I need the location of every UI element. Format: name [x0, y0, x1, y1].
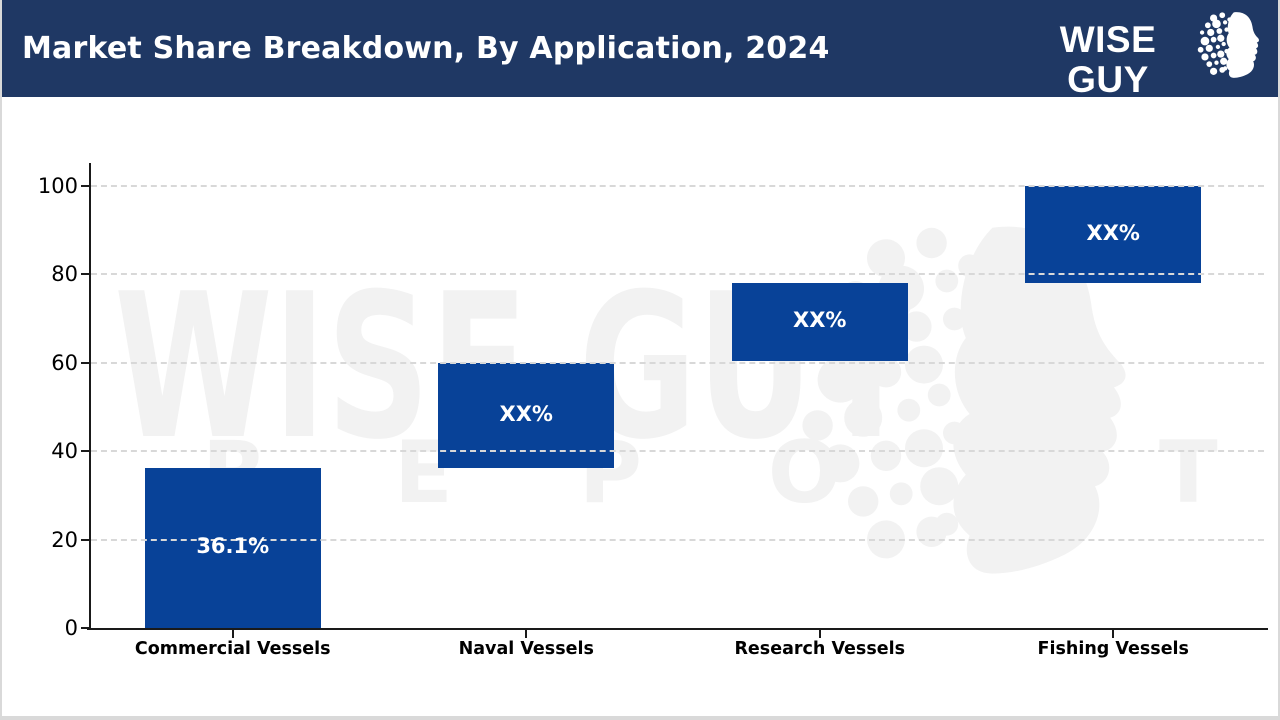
bar-value-label: XX%: [499, 401, 553, 426]
gridline-y80: [91, 273, 1264, 276]
y-tick: [81, 627, 90, 629]
bar-fishing-vessels: [1025, 186, 1202, 284]
x-tick: [231, 630, 234, 638]
y-axis-line: [89, 163, 91, 630]
gridline-y100: [91, 185, 1264, 187]
y-tick-label: 20: [51, 527, 78, 552]
y-tick-label: 100: [37, 174, 78, 198]
bar-value-label: XX%: [793, 307, 847, 332]
gridline-y40: [91, 450, 1264, 453]
bar-value-label: XX%: [1086, 220, 1140, 245]
gridline-y20: [91, 538, 1264, 541]
gridline-y60: [91, 361, 1264, 364]
bar-research-vessels: [731, 283, 908, 361]
x-category-label-4: Fishing Vessels: [1037, 639, 1189, 659]
y-tick-label: 80: [51, 262, 78, 287]
bar-value-label: 36.1%: [196, 534, 270, 559]
logo-wordmark: WISE GUY: [1059, 19, 1157, 100]
x-tick: [818, 630, 821, 638]
x-category-label-1: Commercial Vessels: [134, 639, 331, 659]
y-tick: [81, 538, 90, 541]
x-tick: [525, 630, 528, 638]
wiseguy-logo: WISE GUY REPORTS: [1024, 6, 1264, 119]
header-bar: Market Share Breakdown, By Application, …: [2, 0, 1278, 119]
y-tick-label: 60: [51, 350, 78, 375]
x-tick: [1112, 630, 1115, 638]
x-category-label-3: Research Vessels: [734, 639, 906, 659]
logo-text: WISE GUY REPORTS: [1024, 20, 1192, 122]
x-category-label-2: Naval Vessels: [458, 639, 594, 659]
bar-commercial-vessels: [144, 468, 321, 628]
y-tick: [81, 273, 90, 276]
chart-title: Market Share Breakdown, By Application, …: [22, 31, 830, 66]
x-axis-line: [87, 628, 1268, 630]
y-tick: [81, 185, 90, 187]
y-tick-label: 0: [64, 616, 78, 640]
logo-face-icon: [1192, 8, 1264, 91]
y-tick-label: 40: [51, 439, 78, 464]
logo-subtext: REPORTS: [1037, 102, 1187, 119]
y-tick: [81, 450, 90, 453]
y-tick: [81, 361, 90, 364]
